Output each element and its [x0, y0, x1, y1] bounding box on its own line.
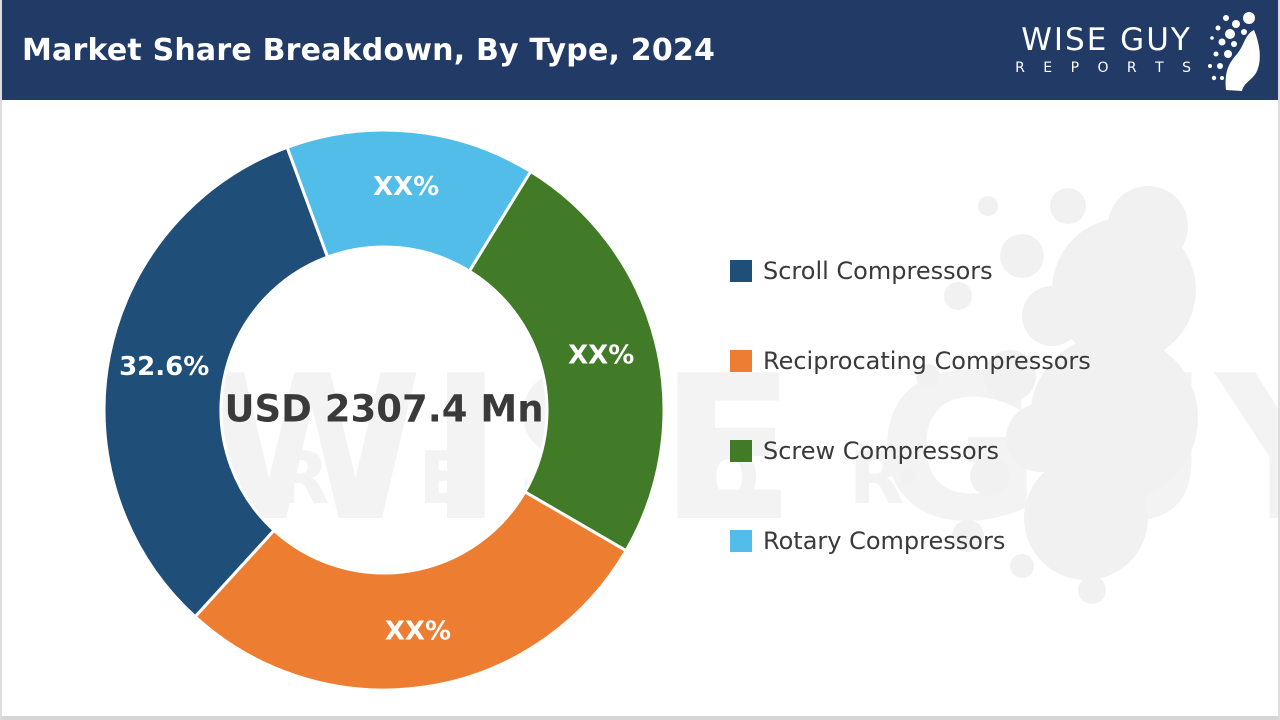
watermark-face-icon: [900, 186, 1198, 604]
legend-swatch-icon: [730, 350, 752, 372]
legend-label: Rotary Compressors: [763, 526, 1006, 555]
brand-face-icon: [1208, 12, 1260, 91]
segment-value-label: XX%: [568, 340, 634, 370]
page-title: Market Share Breakdown, By Type, 2024: [22, 32, 716, 68]
donut-segment-screw-compressors: [467, 170, 666, 553]
legend-item-scroll-compressors: Scroll Compressors: [730, 257, 1091, 285]
chart-center-value: USD 2307.4 Mn: [224, 388, 543, 431]
brand-logo-text: WISE GUY R E P O R T S: [1015, 22, 1198, 76]
header: Market Share Breakdown, By Type, 2024 WI…: [2, 0, 1278, 100]
donut-segments: 32.6% XX% XX% XX%: [102, 128, 666, 692]
legend-swatch-icon: [730, 530, 752, 552]
brand-logo: WISE GUY R E P O R T S: [1015, 8, 1262, 92]
chart-legend: Scroll Compressors Reciprocating Compress…: [730, 257, 1091, 617]
legend-label: Scroll Compressors: [763, 256, 993, 285]
donut-segment-scroll-compressors: [102, 145, 330, 619]
legend-item-rotary-compressors: Rotary Compressors: [730, 527, 1091, 555]
chart-area: WISE GUY R E P O R T S 32.6% XX% XX% XX% US…: [2, 100, 1278, 716]
legend-swatch-icon: [730, 260, 752, 282]
segment-value-label: XX%: [385, 616, 451, 646]
segment-value-label: 32.6%: [119, 352, 209, 382]
segment-value-label: XX%: [373, 172, 439, 202]
legend-item-reciprocating-compressors: Reciprocating Compressors: [730, 347, 1091, 375]
brand-name: WISE GUY: [1021, 22, 1192, 58]
donut-segment-reciprocating-compressors: [193, 490, 628, 692]
legend-label: Reciprocating Compressors: [763, 346, 1091, 375]
legend-item-screw-compressors: Screw Compressors: [730, 437, 1091, 465]
brand-subtitle: R E P O R T S: [1015, 60, 1198, 76]
donut-chart: 32.6% XX% XX% XX% USD 2307.4 Mn: [102, 128, 666, 692]
legend-swatch-icon: [730, 440, 752, 462]
donut-segment-rotary-compressors: [285, 128, 533, 273]
legend-label: Screw Compressors: [763, 436, 1000, 465]
